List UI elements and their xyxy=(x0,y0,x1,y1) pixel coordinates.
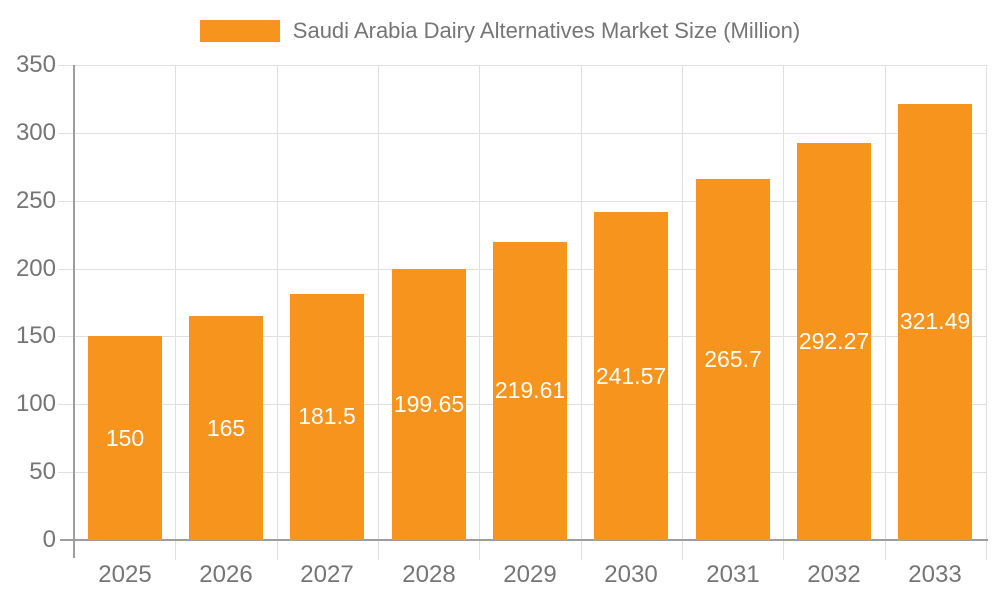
x-axis-tick-label: 2028 xyxy=(402,561,456,588)
y-gridline xyxy=(74,133,986,134)
x-axis-tick xyxy=(479,540,480,560)
x-gridline xyxy=(885,65,886,540)
bar-value-label: 219.61 xyxy=(494,377,566,403)
x-gridline xyxy=(378,65,379,540)
y-axis-line xyxy=(73,65,75,558)
x-axis-tick-label: 2027 xyxy=(300,561,354,588)
chart-legend[interactable]: Saudi Arabia Dairy Alternatives Market S… xyxy=(0,20,1000,42)
x-axis-tick xyxy=(986,540,987,560)
x-axis-tick xyxy=(581,540,582,560)
y-axis-tick-label: 300 xyxy=(15,119,56,146)
x-gridline xyxy=(783,65,784,540)
bar[interactable] xyxy=(392,269,466,540)
x-axis-tick xyxy=(378,540,379,560)
y-axis-tick-label: 200 xyxy=(15,255,56,282)
y-gridline xyxy=(74,65,986,66)
x-axis-tick-label: 2029 xyxy=(503,561,557,588)
y-axis-tick xyxy=(58,472,74,473)
x-axis-tick xyxy=(682,540,683,560)
x-gridline xyxy=(581,65,582,540)
bar-value-label: 150 xyxy=(105,425,145,451)
x-axis-tick-label: 2033 xyxy=(908,561,962,588)
bar-value-label: 321.49 xyxy=(899,308,971,334)
y-axis-tick xyxy=(58,269,74,270)
bar-value-label: 265.7 xyxy=(704,346,762,372)
bar[interactable] xyxy=(290,294,364,540)
y-axis-tick xyxy=(58,201,74,202)
bar[interactable] xyxy=(797,143,871,540)
x-axis-tick-label: 2025 xyxy=(98,561,152,588)
x-gridline xyxy=(682,65,683,540)
bar[interactable] xyxy=(898,104,972,540)
bar[interactable] xyxy=(88,336,162,540)
bar-value-label: 181.5 xyxy=(298,403,356,429)
x-axis-tick xyxy=(783,540,784,560)
bar[interactable] xyxy=(696,179,770,540)
x-axis-tick-label: 2030 xyxy=(604,561,658,588)
bar-value-label: 241.57 xyxy=(595,363,667,389)
x-axis-tick xyxy=(277,540,278,560)
x-axis-tick-label: 2031 xyxy=(706,561,760,588)
x-gridline xyxy=(986,65,987,540)
x-axis-tick-label: 2032 xyxy=(807,561,861,588)
y-axis-tick-label: 50 xyxy=(29,458,56,485)
x-axis-line xyxy=(60,539,988,541)
x-gridline xyxy=(277,65,278,540)
x-axis-tick xyxy=(175,540,176,560)
bar[interactable] xyxy=(189,316,263,540)
y-axis-tick-label: 350 xyxy=(15,51,56,78)
x-gridline xyxy=(479,65,480,540)
y-axis-tick-label: 250 xyxy=(15,187,56,214)
legend-swatch-icon xyxy=(199,20,280,42)
bar-value-label: 292.27 xyxy=(798,328,870,354)
y-axis-tick-label: 150 xyxy=(15,322,56,349)
y-axis-tick-label: 0 xyxy=(42,526,56,553)
y-axis-tick xyxy=(58,65,74,66)
y-axis-tick-label: 100 xyxy=(15,390,56,417)
y-axis-tick xyxy=(58,336,74,337)
legend-label: Saudi Arabia Dairy Alternatives Market S… xyxy=(292,18,801,43)
y-gridline xyxy=(74,201,986,202)
y-axis-tick xyxy=(58,133,74,134)
bar[interactable] xyxy=(594,212,668,540)
bar[interactable] xyxy=(493,242,567,540)
y-axis-tick xyxy=(58,404,74,405)
bar-value-label: 199.65 xyxy=(393,391,465,417)
x-axis-tick xyxy=(885,540,886,560)
bar-value-label: 165 xyxy=(206,415,246,441)
x-axis-tick-label: 2026 xyxy=(199,561,253,588)
x-gridline xyxy=(175,65,176,540)
